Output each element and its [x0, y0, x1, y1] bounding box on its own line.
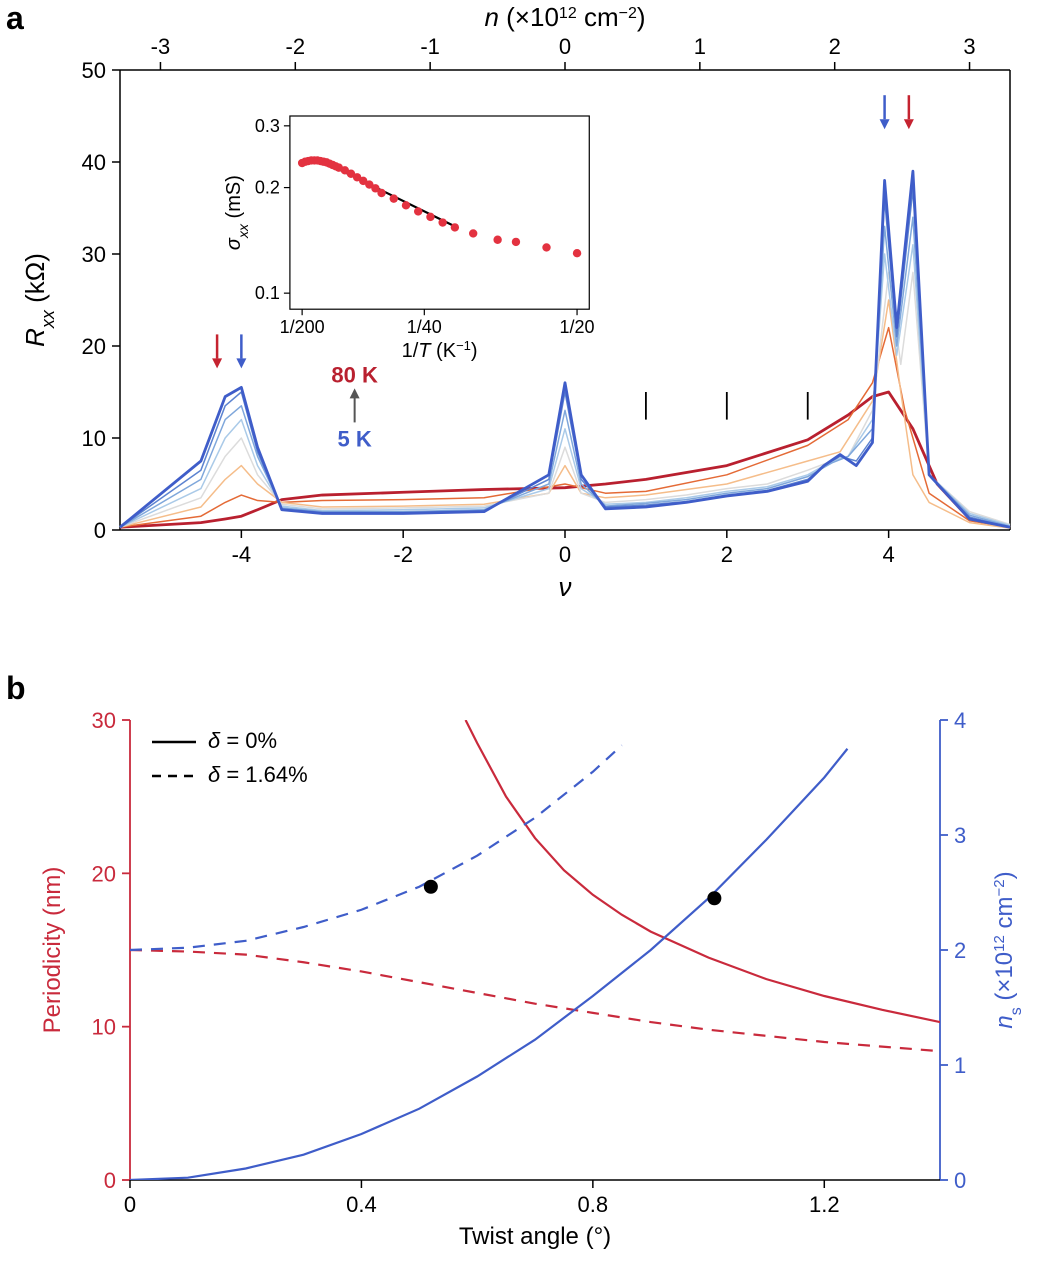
svg-text:0: 0 — [954, 1168, 966, 1193]
svg-text:-2: -2 — [393, 542, 413, 567]
panel-b-chart: 0 10 20 30 0 1 2 3 4 0 0.4 0.8 1.2 Twist angle (°) Per… — [0, 680, 1048, 1278]
svg-text:2: 2 — [721, 542, 733, 567]
svg-text:-4: -4 — [232, 542, 252, 567]
svg-text:2: 2 — [954, 938, 966, 963]
figure-root: a 01020304050Rxx (kΩ)-4-2024ν-3-2-10123n… — [0, 0, 1048, 1278]
svg-text:50: 50 — [82, 58, 106, 83]
svg-text:1/20: 1/20 — [560, 317, 595, 337]
svg-text:0: 0 — [124, 1192, 136, 1217]
svg-text:0: 0 — [94, 518, 106, 543]
svg-text:0: 0 — [559, 542, 571, 567]
svg-text:5 K: 5 K — [338, 426, 372, 451]
svg-text:2: 2 — [829, 34, 841, 59]
svg-text:0.8: 0.8 — [578, 1192, 609, 1217]
svg-text:-2: -2 — [286, 34, 306, 59]
svg-text:30: 30 — [92, 708, 116, 733]
svg-text:ns (×1012 cm−2): ns (×1012 cm−2) — [991, 871, 1025, 1028]
svg-text:1.2: 1.2 — [809, 1192, 840, 1217]
svg-text:10: 10 — [82, 426, 106, 451]
svg-text:1/200: 1/200 — [280, 317, 325, 337]
svg-text:80 K: 80 K — [331, 362, 378, 387]
svg-text:0.1: 0.1 — [255, 283, 280, 303]
svg-text:20: 20 — [92, 861, 116, 886]
svg-text:-1: -1 — [420, 34, 440, 59]
svg-text:1: 1 — [694, 34, 706, 59]
svg-text:0: 0 — [559, 34, 571, 59]
svg-text:1/T (K−1): 1/T (K−1) — [402, 338, 478, 363]
svg-text:δ = 1.64%: δ = 1.64% — [208, 762, 308, 787]
svg-text:ν: ν — [559, 572, 572, 602]
svg-text:δ = 0%: δ = 0% — [208, 728, 277, 753]
svg-text:0: 0 — [104, 1168, 116, 1193]
svg-text:40: 40 — [82, 150, 106, 175]
panel-a-chart: 0 10 20 30 40 50 Rxx (kΩ) -4 -2 0 2 4 ν -3 -2 -1 0 1 2 3 n (… — [0, 0, 1048, 640]
svg-text:3: 3 — [963, 34, 975, 59]
svg-text:20: 20 — [82, 334, 106, 359]
svg-text:0.3: 0.3 — [255, 116, 280, 136]
svg-text:Periodicity (nm): Periodicity (nm) — [39, 867, 66, 1034]
svg-text:σxx (mS): σxx (mS) — [223, 175, 251, 250]
svg-text:1: 1 — [954, 1053, 966, 1078]
svg-text:10: 10 — [92, 1015, 116, 1040]
svg-text:Rxx (kΩ): Rxx (kΩ) — [20, 253, 58, 347]
svg-text:30: 30 — [82, 242, 106, 267]
svg-text:0.4: 0.4 — [346, 1192, 377, 1217]
svg-text:4: 4 — [954, 708, 966, 733]
svg-text:4: 4 — [883, 542, 895, 567]
svg-text:-3: -3 — [151, 34, 171, 59]
svg-text:Twist angle (°): Twist angle (°) — [459, 1223, 611, 1250]
svg-text:0.2: 0.2 — [255, 178, 280, 198]
svg-text:1/40: 1/40 — [407, 317, 442, 337]
svg-text:n (×1012 cm−2): n (×1012 cm−2) — [484, 2, 645, 32]
svg-text:3: 3 — [954, 823, 966, 848]
